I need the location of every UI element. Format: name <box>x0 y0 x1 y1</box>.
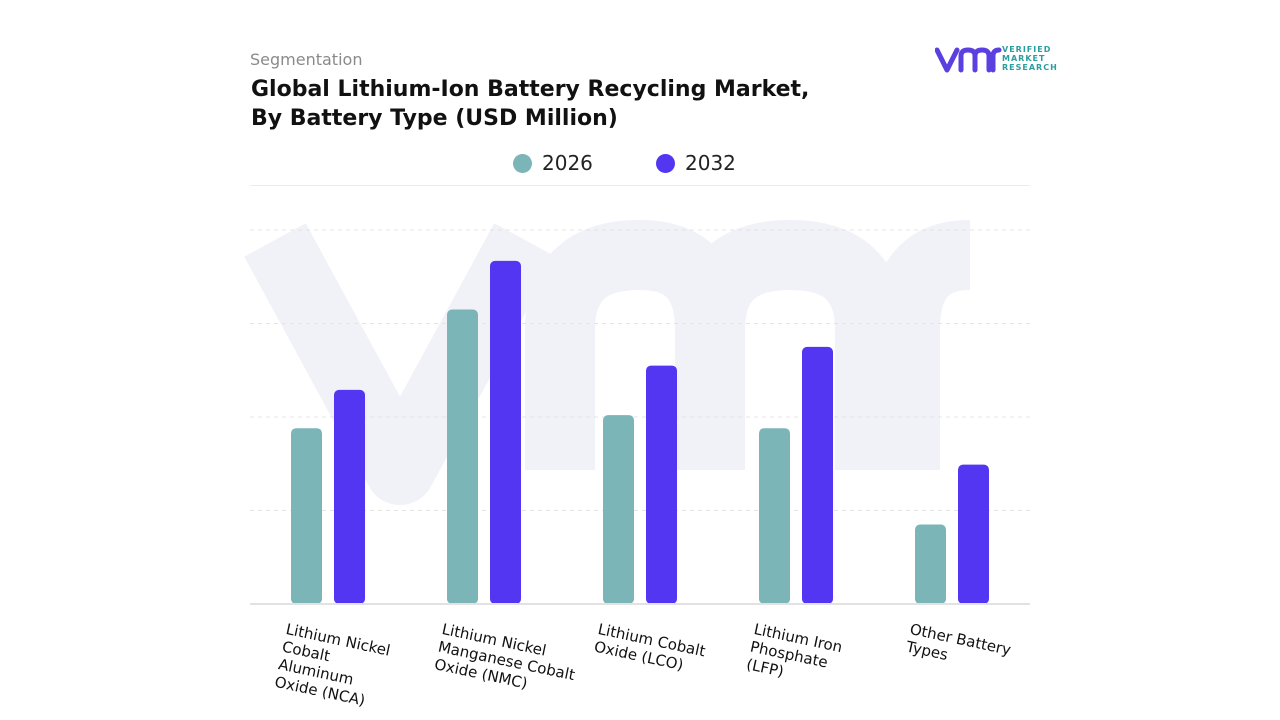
legend-item-2032: 2032 <box>656 148 736 178</box>
vmr-logo-icon <box>935 47 1002 73</box>
chart-title-line-2: By Battery Type (USD Million) <box>251 106 618 131</box>
chart-title: Global Lithium-Ion Battery Recycling Mar… <box>251 75 811 133</box>
legend-swatch-2026 <box>513 153 532 173</box>
legend-label-2026: 2026 <box>542 151 593 175</box>
legend-swatch-2032 <box>656 153 675 173</box>
segment-label: Segmentation <box>250 50 363 69</box>
chart-legend: 2026 2032 <box>0 148 1280 178</box>
chart-title-line-1: Global Lithium-Ion Battery Recycling Mar… <box>251 77 810 102</box>
legend-divider <box>250 185 1030 186</box>
logo-line-2: MARKET <box>1002 54 1046 63</box>
bar-2032-0 <box>334 389 365 604</box>
watermark-logo <box>244 219 972 505</box>
logo-line-1: VERIFIED <box>1002 45 1052 54</box>
logo-line-3: RESEARCH <box>1002 63 1058 72</box>
bar-2026-4 <box>915 524 946 604</box>
bar-2026-1 <box>447 309 478 604</box>
bar-2026-0 <box>291 428 322 604</box>
vmr-logo-text: VERIFIED MARKET RESEARCH <box>1002 45 1058 72</box>
legend-label-2032: 2032 <box>685 151 736 175</box>
legend-item-2026: 2026 <box>513 148 593 178</box>
bar-2026-3 <box>759 428 790 604</box>
bar-2026-2 <box>603 415 634 604</box>
bar-2032-2 <box>646 365 677 604</box>
bar-2032-3 <box>802 346 833 604</box>
bar-2032-4 <box>958 464 989 604</box>
bar-2032-1 <box>490 260 521 604</box>
